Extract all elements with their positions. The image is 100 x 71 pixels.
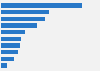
Bar bbox=[1, 43, 20, 48]
Bar bbox=[1, 50, 18, 54]
Bar bbox=[1, 10, 49, 14]
Bar bbox=[1, 17, 45, 21]
Bar bbox=[1, 63, 8, 68]
Bar bbox=[1, 30, 25, 34]
Bar bbox=[1, 23, 37, 28]
Bar bbox=[1, 57, 14, 61]
Bar bbox=[1, 3, 82, 8]
Bar bbox=[1, 37, 21, 41]
